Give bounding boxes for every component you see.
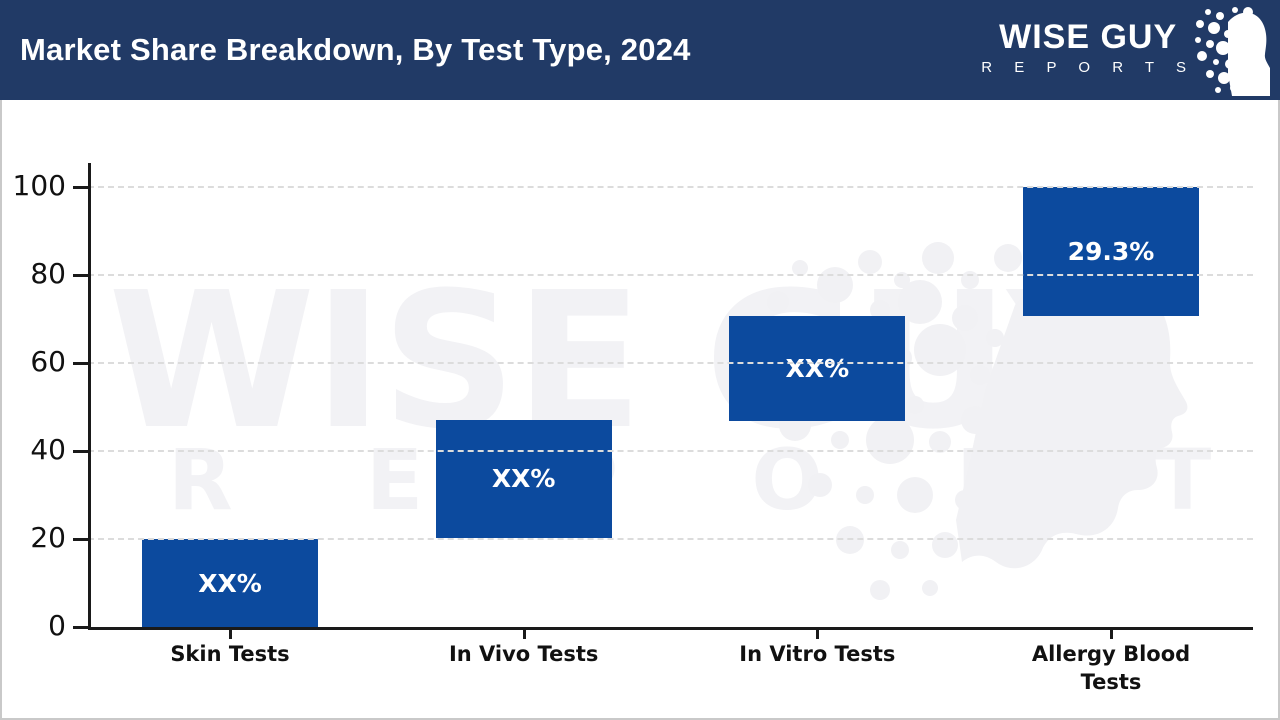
y-tick-label-20: 20 <box>30 521 66 554</box>
y-tick-label-80: 80 <box>30 257 66 290</box>
x-axis-line <box>88 627 1253 630</box>
bar-value-label: XX% <box>198 568 262 598</box>
bar-value-label: XX% <box>785 353 850 383</box>
x-tick-1 <box>229 630 232 639</box>
category-label-in-vitro-tests: In Vitro Tests <box>739 642 896 666</box>
y-tick-label-100: 100 <box>12 169 66 202</box>
chart-title: Market Share Breakdown, By Test Type, 20… <box>20 32 691 67</box>
brand-logo: WISE GUY R E P O R T S <box>981 0 1270 100</box>
y-tick-label-0: 0 <box>48 609 66 642</box>
brand-subtitle: R E P O R T S <box>981 59 1195 76</box>
y-tick-100 <box>73 186 88 189</box>
category-label-in-vivo-tests: In Vivo Tests <box>448 642 599 666</box>
dotted-head-profile-icon <box>1195 7 1270 96</box>
bar-in-vitro-tests: XX% <box>729 315 906 422</box>
x-tick-4 <box>1110 630 1113 639</box>
brand-wordmark: WISE GUY R E P O R T S <box>981 18 1195 76</box>
bar-value-label: 29.3% <box>1067 236 1155 266</box>
y-tick-40 <box>73 450 88 453</box>
category-label-skin-tests: Skin Tests <box>170 642 290 666</box>
y-tick-label-60: 60 <box>30 345 66 378</box>
y-tick-20 <box>73 538 88 541</box>
gridline-20 <box>88 538 1253 540</box>
bar-in-vivo-tests: XX% <box>435 419 612 539</box>
y-tick-80 <box>73 274 88 277</box>
y-tick-0 <box>73 626 88 629</box>
bar-skin-tests: XX% <box>142 539 318 627</box>
brand-name: WISE GUY <box>999 18 1178 56</box>
gridline-40 <box>88 450 1253 452</box>
x-tick-3 <box>816 630 820 639</box>
gridline-60 <box>88 362 1253 364</box>
header-bar: Market Share Breakdown, By Test Type, 20… <box>0 0 1280 100</box>
y-axis-line <box>88 163 91 630</box>
y-tick-60 <box>73 362 88 365</box>
bar-allergy-blood-tests: 29.3% <box>1023 187 1199 316</box>
gridline-100 <box>88 186 1253 188</box>
x-tick-2 <box>522 630 526 639</box>
category-label-allergy-blood-tests: Allergy Blood Tests <box>1031 642 1191 695</box>
bar-value-label: XX% <box>491 464 556 494</box>
y-tick-label-40: 40 <box>30 433 66 466</box>
gridline-80 <box>88 274 1253 276</box>
